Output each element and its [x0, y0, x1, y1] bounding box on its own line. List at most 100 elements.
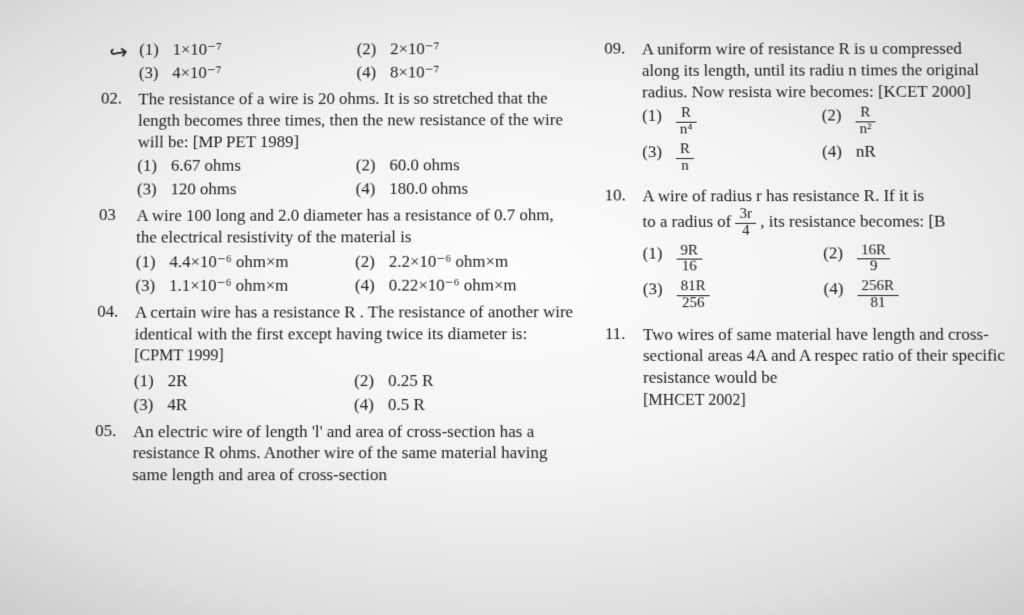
q10: 10. A wire of radius r has resistance R.… [605, 185, 1004, 239]
q03-opt4: (4)0.22×10⁻⁶ ohm×m [355, 273, 575, 297]
opt-value: 16R9 [857, 243, 1004, 275]
opt-number: (1) [136, 252, 170, 272]
q10-line2b: , its resistance becomes: [B [760, 212, 945, 231]
opt-number: (4) [822, 142, 856, 174]
opt-number: (3) [133, 395, 167, 415]
opt-number: (1) [643, 243, 677, 275]
q02-opt3: (3)120 ohms [137, 178, 356, 202]
frac-d: n [676, 159, 694, 175]
q03-opt3: (3)1.1×10⁻⁶ ohm×m [135, 274, 355, 298]
opt-value: 9R16 [676, 243, 823, 275]
question-number: 09. [604, 39, 642, 59]
opt-value: 1×10⁻⁷ [173, 40, 357, 60]
frac-n: R [676, 106, 697, 122]
q10-line1: A wire of radius r has resistance R. If … [642, 186, 924, 205]
opt-number: (2) [823, 243, 857, 275]
q10-line2a: to a radius of [642, 212, 735, 231]
q01-options-row1: (1) 1×10⁻⁷ (2) 2×10⁻⁷ (3) 4×10⁻⁷ (4) 8×1… [139, 37, 575, 85]
q02-opt1: (1)6.67 ohms [137, 154, 356, 178]
question-text: A wire of radius r has resistance R. If … [642, 185, 1003, 239]
question-text: An electric wire of length 'l' and area … [132, 421, 575, 487]
question-text: A certain wire has a resistance R . The … [134, 301, 575, 367]
frac-n: 9R [676, 243, 702, 260]
q09-opt3: (3) Rn [642, 140, 822, 176]
q11-ref: [MHCET 2002] [643, 392, 746, 409]
opt-value: nR [856, 141, 1003, 173]
opt-value: 4×10⁻⁷ [172, 63, 356, 83]
question-text: Two wires of same material have length a… [643, 323, 1007, 411]
q11-text: Two wires of same material have length a… [643, 324, 1005, 387]
opt-number: (3) [643, 279, 677, 311]
question-number: 10. [605, 186, 643, 206]
q01-opt4: (4) 8×10⁻⁷ [356, 61, 574, 85]
opt-value: 2.2×10⁻⁶ ohm×m [389, 252, 575, 272]
frac-d: 256 [677, 296, 710, 312]
opt-number: (2) [822, 106, 856, 138]
opt-value: 8×10⁻⁷ [390, 62, 575, 82]
opt-value: 0.25 R [388, 371, 575, 391]
q05: 05. An electric wire of length 'l' and a… [94, 421, 575, 487]
opt-value: 0.22×10⁻⁶ ohm×m [389, 275, 575, 295]
q03-opt2: (2)2.2×10⁻⁶ ohm×m [355, 250, 575, 274]
q02-opt4: (4)180.0 ohms [356, 177, 575, 201]
q01-opt3: (3) 4×10⁻⁷ [139, 61, 357, 85]
question-number: 11. [605, 324, 643, 344]
opt-number: (1) [137, 156, 171, 176]
opt-value: 4R [167, 395, 354, 415]
opt-value: 1.1×10⁻⁶ ohm×m [169, 276, 355, 296]
opt-number: (4) [356, 63, 390, 83]
q02-opt2: (2)60.0 ohms [356, 154, 575, 178]
opt-number: (3) [139, 63, 173, 83]
opt-number: (4) [354, 395, 388, 415]
q04-opt1: (1)2R [134, 369, 355, 393]
opt-number: (3) [642, 142, 676, 174]
opt-number: (1) [134, 371, 168, 391]
opt-number: (2) [357, 40, 391, 60]
opt-value: 4.4×10⁻⁶ ohm×m [169, 252, 355, 272]
left-column: (1) 1×10⁻⁷ (2) 2×10⁻⁷ (3) 4×10⁻⁷ (4) 8×1… [94, 35, 575, 486]
q04-text: A certain wire has a resistance R . The … [135, 302, 574, 343]
q02-options: (1)6.67 ohms (2)60.0 ohms (3)120 ohms (4… [137, 154, 575, 202]
opt-value: 2R [168, 371, 355, 391]
frac-n: R [676, 142, 694, 158]
opt-value: 120 ohms [170, 180, 355, 200]
q09-opt4: (4) nR [822, 139, 1003, 175]
frac-n: 81R [677, 279, 710, 296]
opt-value: 60.0 ohms [389, 156, 574, 176]
opt-number: (1) [642, 106, 676, 138]
frac-d: n² [856, 122, 876, 137]
opt-number: (2) [354, 371, 388, 391]
q09-opt2: (2) Rn² [822, 104, 1002, 140]
q11: 11. Two wires of same material have leng… [605, 323, 1007, 411]
question-number: 03 [99, 205, 137, 225]
opt-number: (4) [823, 279, 857, 311]
frac-n: R [855, 106, 875, 122]
q09: 09. A uniform wire of resistance R is u … [604, 38, 1001, 103]
q04-opt2: (2)0.25 R [354, 369, 575, 393]
opt-value: Rn² [855, 106, 1002, 138]
opt-value: 2×10⁻⁷ [390, 39, 575, 59]
frac-d: 9 [857, 260, 890, 276]
opt-value: 81R256 [677, 279, 824, 311]
question-number: 05. [95, 421, 133, 441]
opt-value: 6.67 ohms [171, 156, 356, 176]
question-number: 04. [97, 302, 135, 322]
opt-number: (3) [135, 276, 169, 296]
opt-number: (2) [355, 252, 389, 272]
q09-options: (1) Rn⁴ (2) Rn² (3) Rn (4) nR [642, 104, 1003, 176]
frac-d: n⁴ [676, 123, 697, 138]
q02: 02. The resistance of a wire is 20 ohms.… [100, 88, 575, 153]
q10-opt1: (1) 9R16 [643, 241, 824, 277]
question-text: A uniform wire of resistance R is u comp… [642, 38, 1002, 103]
q10-opt4: (4) 256R81 [823, 277, 1005, 313]
opt-value: 256R81 [857, 279, 1005, 311]
right-column: 09. A uniform wire of resistance R is u … [604, 34, 1007, 411]
page: ↪ (1) 1×10⁻⁷ (2) 2×10⁻⁷ (3) 4×10⁻⁷ (4) 8… [92, 34, 1010, 602]
frac-d: 81 [858, 296, 899, 312]
frac-n: 3r [735, 207, 756, 224]
q04-ref: [CPMT 1999] [134, 348, 224, 365]
opt-value: 180.0 ohms [389, 179, 575, 199]
q03-options: (1)4.4×10⁻⁶ ohm×m (2)2.2×10⁻⁶ ohm×m (3)1… [135, 250, 575, 298]
opt-value: 0.5 R [388, 395, 575, 415]
q04-opt3: (3)4R [133, 393, 354, 417]
